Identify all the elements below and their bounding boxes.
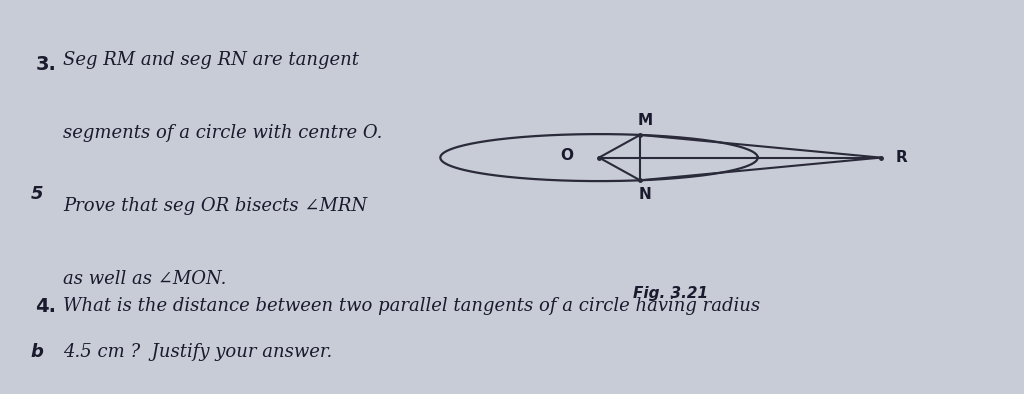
Text: Seg RM and seg RN are tangent: Seg RM and seg RN are tangent (63, 51, 359, 69)
Text: segments of a circle with centre O.: segments of a circle with centre O. (63, 124, 383, 142)
Text: 5: 5 (31, 185, 43, 203)
Text: N: N (639, 188, 651, 203)
Text: 4.5 cm ?  Justify your answer.: 4.5 cm ? Justify your answer. (63, 343, 333, 361)
Text: 4.: 4. (35, 297, 56, 316)
Text: M: M (638, 113, 653, 128)
Text: b: b (30, 343, 43, 361)
Text: What is the distance between two parallel tangents of a circle having radius: What is the distance between two paralle… (63, 297, 761, 316)
Text: Prove that seg OR bisects ∠MRN: Prove that seg OR bisects ∠MRN (63, 197, 368, 215)
Text: Fig. 3.21: Fig. 3.21 (633, 286, 709, 301)
Text: O: O (560, 148, 573, 163)
Text: R: R (896, 150, 907, 165)
Text: as well as ∠MON.: as well as ∠MON. (63, 270, 227, 288)
Text: 3.: 3. (36, 55, 56, 74)
